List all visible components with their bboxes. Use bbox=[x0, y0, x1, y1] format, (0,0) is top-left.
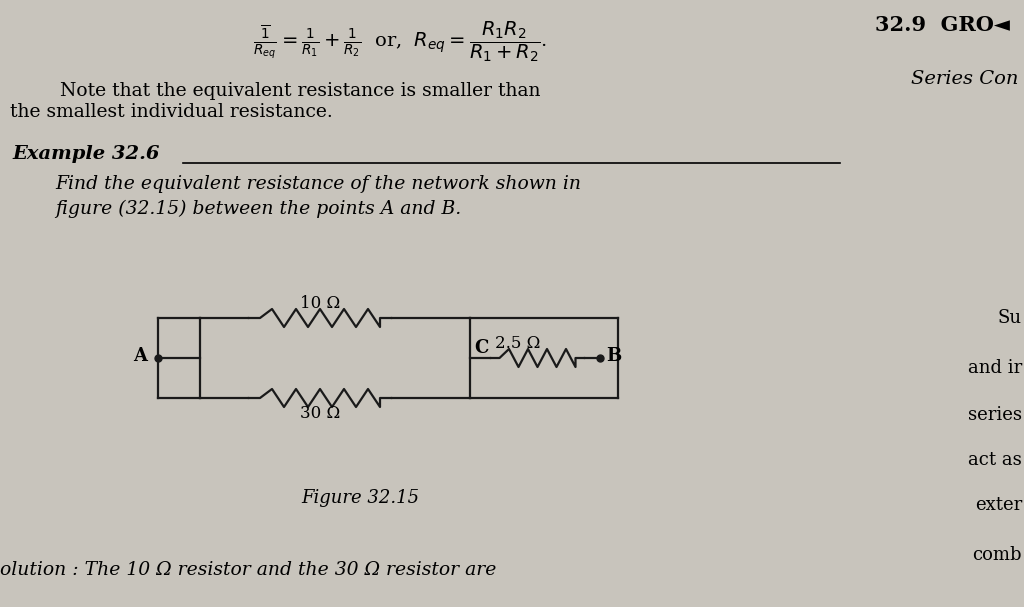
Text: Series Con: Series Con bbox=[910, 70, 1018, 88]
Text: the smallest individual resistance.: the smallest individual resistance. bbox=[10, 103, 333, 121]
Text: 32.9  GRO◄: 32.9 GRO◄ bbox=[876, 15, 1010, 35]
Text: figure (32.15) between the points A and B.: figure (32.15) between the points A and … bbox=[55, 200, 461, 219]
Text: Find the equivalent resistance of the network shown in: Find the equivalent resistance of the ne… bbox=[55, 175, 581, 193]
Text: $\frac{\overline{1}}{R_{eq}} = \frac{1}{R_1} + \frac{1}{R_2}$  or,  $R_{eq} = \d: $\frac{\overline{1}}{R_{eq}} = \frac{1}{… bbox=[253, 19, 547, 64]
Text: B: B bbox=[606, 347, 622, 365]
Text: and ir: and ir bbox=[968, 359, 1022, 377]
Text: comb: comb bbox=[973, 546, 1022, 564]
Text: exter: exter bbox=[975, 496, 1022, 514]
Text: Su: Su bbox=[997, 309, 1022, 327]
Text: Figure 32.15: Figure 32.15 bbox=[301, 489, 419, 507]
Text: 30 Ω: 30 Ω bbox=[300, 405, 340, 422]
Text: A: A bbox=[133, 347, 147, 365]
Text: olution : The 10 Ω resistor and the 30 Ω resistor are: olution : The 10 Ω resistor and the 30 Ω… bbox=[0, 561, 497, 579]
Text: Example 32.6: Example 32.6 bbox=[12, 145, 160, 163]
Text: act as: act as bbox=[969, 451, 1022, 469]
Text: series: series bbox=[968, 406, 1022, 424]
Text: C: C bbox=[474, 339, 488, 357]
Text: 10 Ω: 10 Ω bbox=[300, 296, 340, 313]
Text: Note that the equivalent resistance is smaller than: Note that the equivalent resistance is s… bbox=[60, 82, 541, 100]
Text: 2.5 Ω: 2.5 Ω bbox=[495, 336, 541, 353]
